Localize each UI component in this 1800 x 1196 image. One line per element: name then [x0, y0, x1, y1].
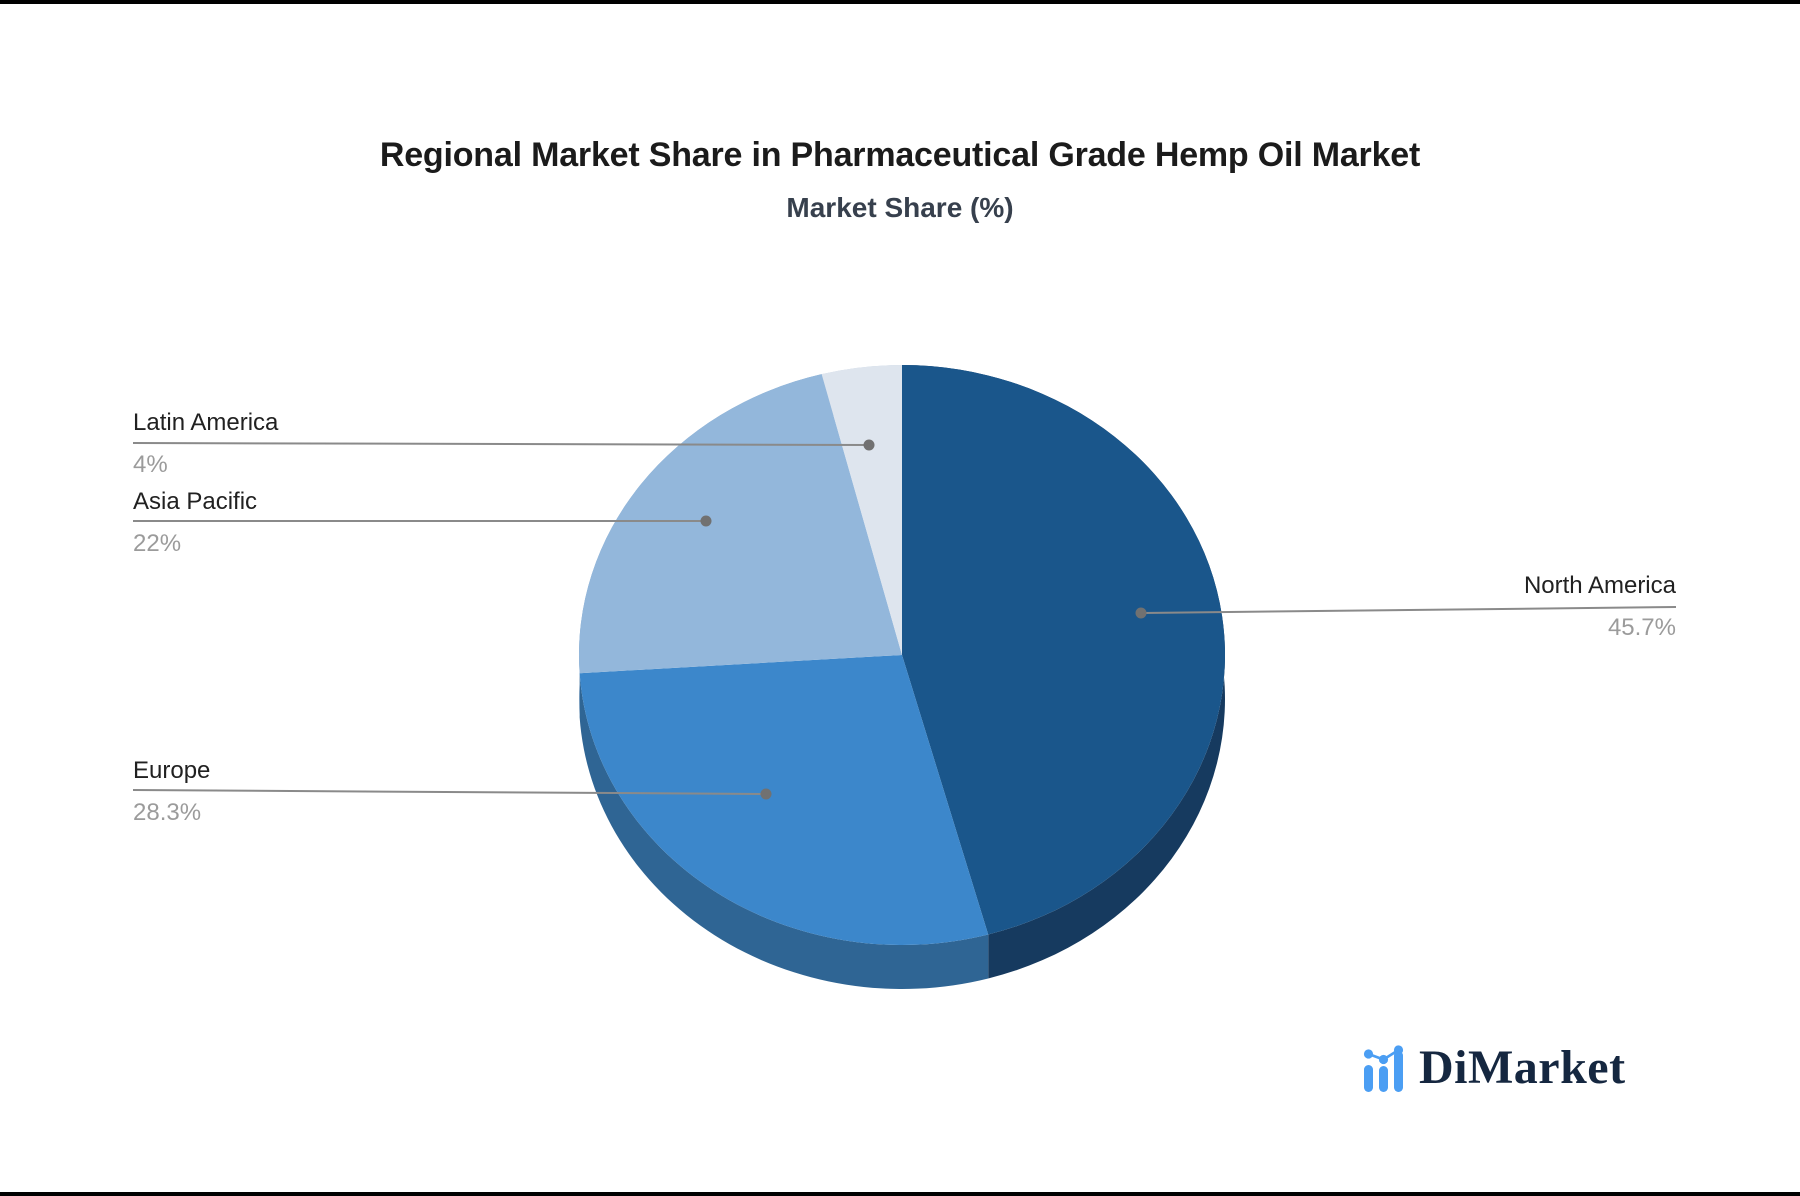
label-north-america: North America 45.7%	[1524, 571, 1676, 643]
connector-dot-north-america	[1135, 607, 1147, 619]
slice-label: Latin America	[133, 409, 279, 436]
label-asia-pacific: Asia Pacific 22%	[133, 487, 257, 559]
slice-label: North America	[1523, 572, 1676, 599]
slice-value: 45.7%	[1607, 614, 1676, 641]
slice-value: 28.3%	[133, 799, 202, 826]
pie-slice-side-europe	[579, 673, 989, 989]
connector-dot-europe	[760, 788, 772, 800]
logo-text: DiMarket	[1419, 1041, 1626, 1094]
pie-slice-europe[interactable]	[579, 655, 989, 945]
label-latin-america: Latin America 4%	[133, 408, 278, 480]
connector-dot-latin-america	[863, 439, 875, 451]
slice-label: Europe	[133, 757, 211, 784]
label-europe: Europe 28.3%	[133, 756, 210, 828]
slice-value: 4%	[133, 451, 168, 478]
bottom-border	[0, 1192, 1800, 1196]
slice-value: 22%	[133, 530, 182, 557]
bar-line-chart-icon	[1363, 1044, 1404, 1092]
pie-slice-latin-america[interactable]	[821, 365, 902, 655]
connector-dot-asia-pacific	[700, 515, 712, 527]
pie-slice-asia-pacific[interactable]	[579, 374, 902, 674]
chart-subtitle: Market Share (%)	[786, 192, 1014, 223]
dimarket-logo: DiMarket	[1363, 1040, 1626, 1095]
slice-label: Asia Pacific	[133, 488, 258, 515]
connector-line-europe	[132, 789, 767, 795]
chart-title: Regional Market Share in Pharmaceutical …	[379, 136, 1421, 174]
top-border	[0, 0, 1800, 4]
connector-line-north-america	[1140, 606, 1677, 614]
pie-slice-north-america[interactable]	[902, 365, 1226, 935]
connector-line-latin-america	[132, 442, 870, 446]
